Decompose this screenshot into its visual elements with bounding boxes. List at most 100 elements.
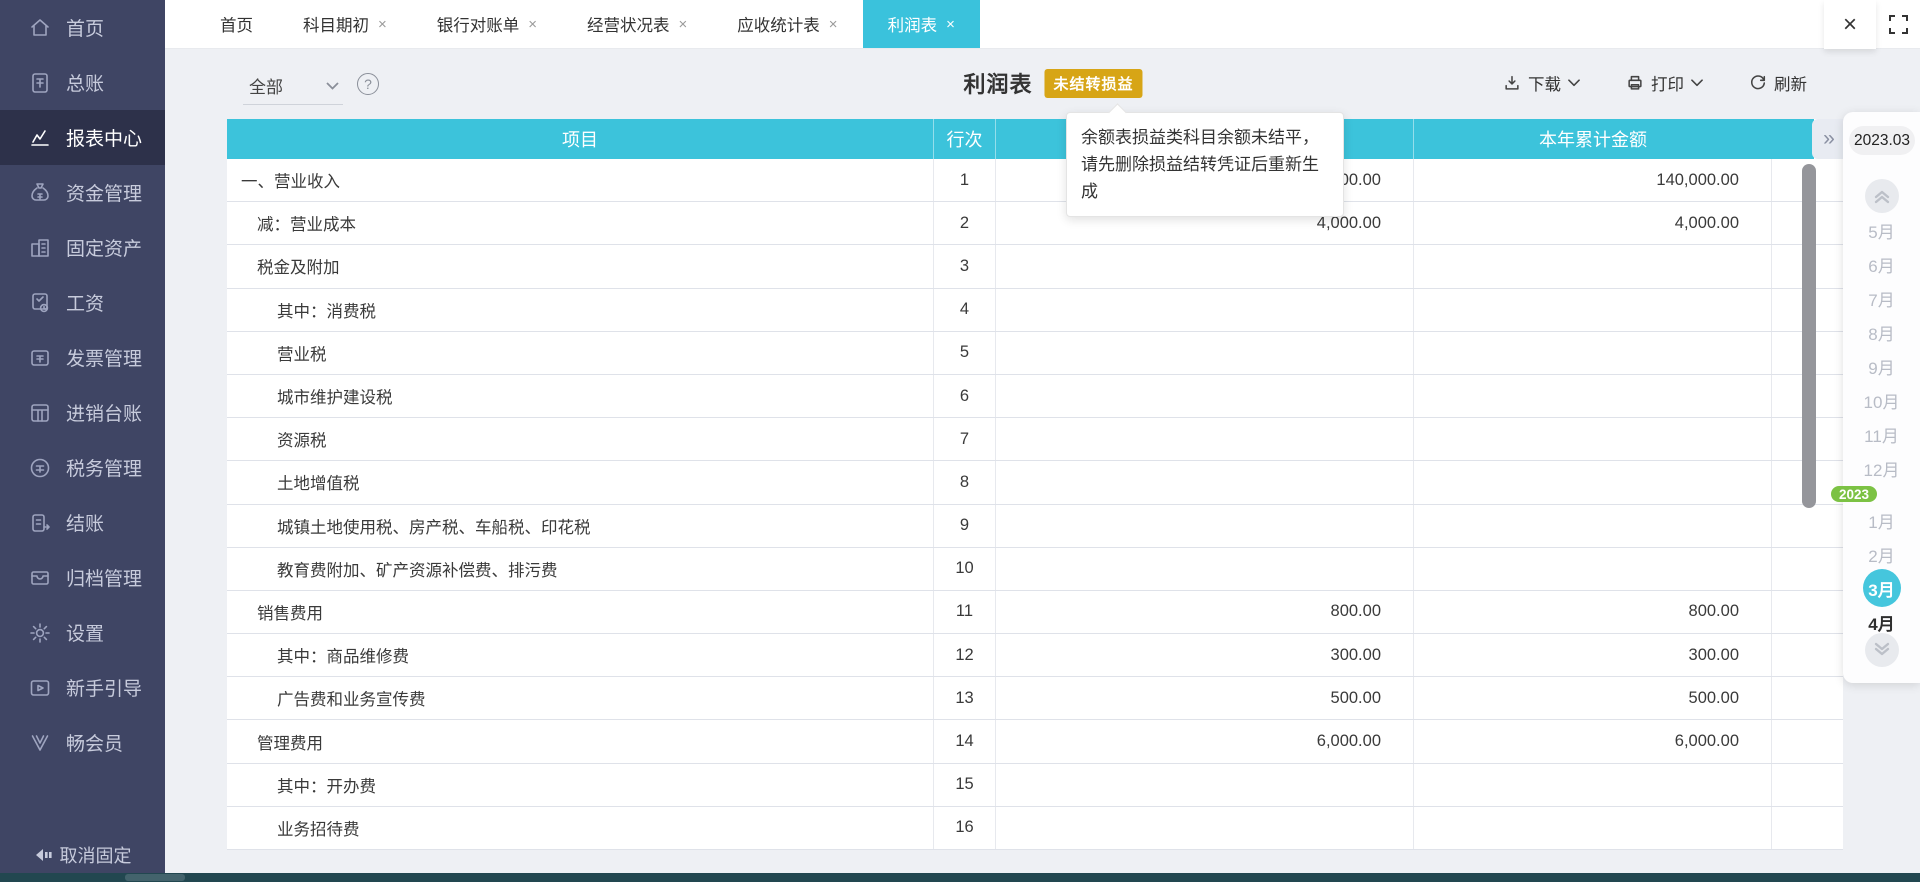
tab-5[interactable]: 应收统计表 × [712,0,862,48]
month-item-7月[interactable]: 7月 [1868,290,1895,310]
scroll-months-up-icon[interactable] [1864,179,1899,213]
window-controls: × [1824,0,1920,49]
tab-close-icon[interactable]: × [678,15,688,33]
cell-ytd-amount [1414,763,1772,806]
cell-item: 教育费附加、矿产资源补偿费、排污费 [227,547,934,590]
month-item-11月[interactable]: 11月 [1864,426,1899,446]
vertical-scrollbar-thumb[interactable] [1802,164,1816,508]
tab-6[interactable]: 利润表 × [862,0,980,48]
sidebar-item-label: 畅会员 [66,734,124,755]
unpin-sidebar-button[interactable]: 取消固定 [0,842,165,868]
sidebar-item-4[interactable]: 资金管理 [0,165,165,220]
cell-current-amount [996,374,1414,418]
sidebar-item-label: 报表中心 [66,129,143,150]
month-item-3月[interactable]: 3月 [1862,569,1901,607]
cell-ytd-amount: 4,000.00 [1414,202,1772,245]
scope-filter-select[interactable]: 全部 [243,71,343,105]
title-group: 利润表 未结转损益 [963,67,1143,99]
sidebar-item-5[interactable]: 固定资产 [0,220,165,275]
window-bottom-strip [0,873,1920,882]
month-item-1月[interactable]: 1月 [1868,512,1895,532]
cell-current-amount: 6,000.00 [996,720,1414,763]
cell-line-no: 7 [934,418,996,461]
status-badge: 未结转损益 [1044,68,1143,98]
sidebar-item-9[interactable]: 税务管理 [0,440,165,495]
collapse-panel-button[interactable]: » [1812,119,1846,159]
table-row: 减：营业成本 2 4,000.00 4,000.00 [227,202,1843,246]
sidebar-item-3[interactable]: 报表中心 [0,110,165,165]
tab-1[interactable]: 首页 [195,0,278,48]
close-window-icon[interactable]: × [1824,0,1876,49]
closing-icon [28,511,52,535]
print-button[interactable]: 打印 [1626,71,1703,95]
refresh-button[interactable]: 刷新 [1749,71,1807,95]
unpin-label: 取消固定 [59,846,132,866]
month-item-5月[interactable]: 5月 [1868,222,1895,242]
sidebar-item-7[interactable]: 发票管理 [0,330,165,385]
building-icon [28,236,52,260]
cell-item: 资源税 [227,418,934,461]
cell-ytd-amount [1414,418,1772,461]
sidebar-item-label: 税务管理 [66,459,143,480]
current-period-label[interactable]: 2023.03 [1849,126,1915,155]
month-item-12月[interactable]: 12月 [1863,460,1900,480]
print-label: 打印 [1651,76,1684,94]
sidebar-item-12[interactable]: 设置 [0,605,165,660]
tab-close-icon[interactable]: × [946,15,955,33]
cell-item: 其中：消费税 [227,288,934,331]
cell-line-no: 5 [934,331,996,374]
cell-current-amount [996,504,1414,547]
sidebar-item-14[interactable]: 畅会员 [0,715,165,770]
fullscreen-icon[interactable] [1876,0,1920,49]
horizontal-scrollbar-thumb[interactable] [125,874,185,881]
cell-line-no: 13 [934,677,996,720]
column-header-spacer [1772,119,1814,159]
table-row: 其中：商品维修费 12 300.00 300.00 [227,634,1843,678]
cell-ytd-amount: 140,000.00 [1414,159,1772,202]
month-item-8月[interactable]: 8月 [1868,324,1895,344]
tab-2[interactable]: 科目期初 × [278,0,412,48]
sidebar-item-6[interactable]: 工资 [0,275,165,330]
cell-item: 销售费用 [227,590,934,634]
cell-line-no: 8 [934,461,996,504]
sidebar-item-label: 结账 [66,514,105,535]
cell-current-amount [996,245,1414,288]
table-row: 城市维护建设税 6 [227,374,1843,419]
month-item-4月[interactable]: 4月 [1868,614,1895,634]
sidebar-item-8[interactable]: 进销台账 [0,385,165,440]
table-header-row: 项目 行次 本年累计金额 [227,119,1814,159]
cell-spacer [1772,634,1843,676]
cell-ytd-amount: 300.00 [1414,634,1772,677]
vip-icon [28,731,52,755]
help-icon[interactable]: ? [357,73,379,95]
tab-close-icon[interactable]: × [378,15,387,33]
month-item-2月[interactable]: 2月 [1868,546,1895,566]
month-item-10月[interactable]: 10月 [1863,392,1900,412]
sidebar-item-13[interactable]: 新手引导 [0,660,165,715]
payroll-icon [28,291,52,315]
tab-3[interactable]: 银行对账单 × [412,0,562,48]
refresh-icon [1751,75,1766,90]
tab-4[interactable]: 经营状况表 × [562,0,712,48]
month-item-9月[interactable]: 9月 [1868,358,1895,378]
download-button[interactable]: 下载 [1503,71,1580,95]
sidebar-item-1[interactable]: 首页 [0,0,165,55]
scroll-months-down-icon[interactable] [1864,633,1899,667]
cell-line-no: 6 [934,374,996,418]
sidebar-item-label: 首页 [66,19,105,40]
report-chart-icon [28,126,52,150]
month-item-6月[interactable]: 6月 [1868,256,1895,276]
table-row: 教育费附加、矿产资源补偿费、排污费 10 [227,547,1843,591]
tooltip-text: 余额表损益类科目余额未结平，请先删除损益结转凭证后重新生成 [1081,128,1319,201]
sidebar-item-10[interactable]: 结账 [0,495,165,550]
cell-ytd-amount [1414,374,1772,418]
tab-close-icon[interactable]: × [528,15,538,33]
sidebar-item-2[interactable]: 总账 [0,55,165,110]
sidebar-item-11[interactable]: 归档管理 [0,550,165,605]
cell-item: 减：营业成本 [227,202,934,245]
tab-close-icon[interactable]: × [828,15,838,33]
chevron-down-icon [1568,79,1580,87]
page-title: 利润表 [963,72,1033,97]
cell-line-no: 12 [934,634,996,677]
